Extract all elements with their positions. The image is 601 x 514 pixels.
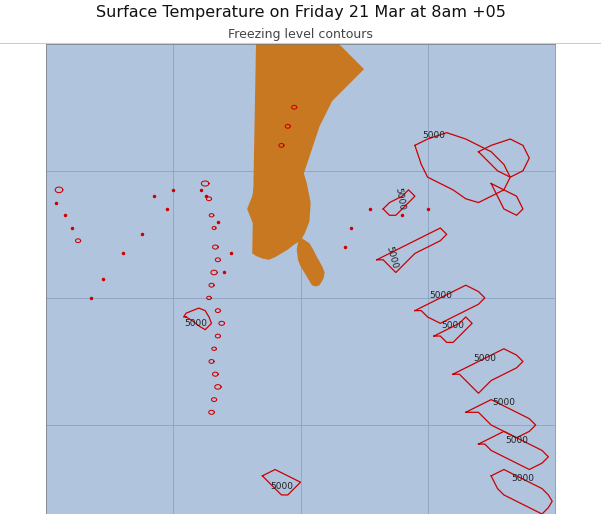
Polygon shape [247, 44, 364, 260]
Text: 5000: 5000 [492, 398, 516, 407]
Text: 5000: 5000 [393, 187, 406, 211]
Text: 5000: 5000 [429, 291, 452, 300]
Text: 5000: 5000 [505, 436, 528, 445]
Text: 5000: 5000 [385, 245, 399, 269]
Text: 5000: 5000 [270, 482, 293, 490]
Text: 5000: 5000 [423, 131, 445, 140]
Text: 5000: 5000 [511, 474, 534, 483]
Text: 5000: 5000 [442, 321, 465, 331]
Polygon shape [297, 237, 325, 286]
Text: 5000: 5000 [474, 355, 496, 363]
Text: Freezing level contours: Freezing level contours [228, 28, 373, 41]
Text: Surface Temperature on Friday 21 Mar at 8am +05: Surface Temperature on Friday 21 Mar at … [96, 5, 505, 20]
Text: 5000: 5000 [185, 319, 208, 328]
